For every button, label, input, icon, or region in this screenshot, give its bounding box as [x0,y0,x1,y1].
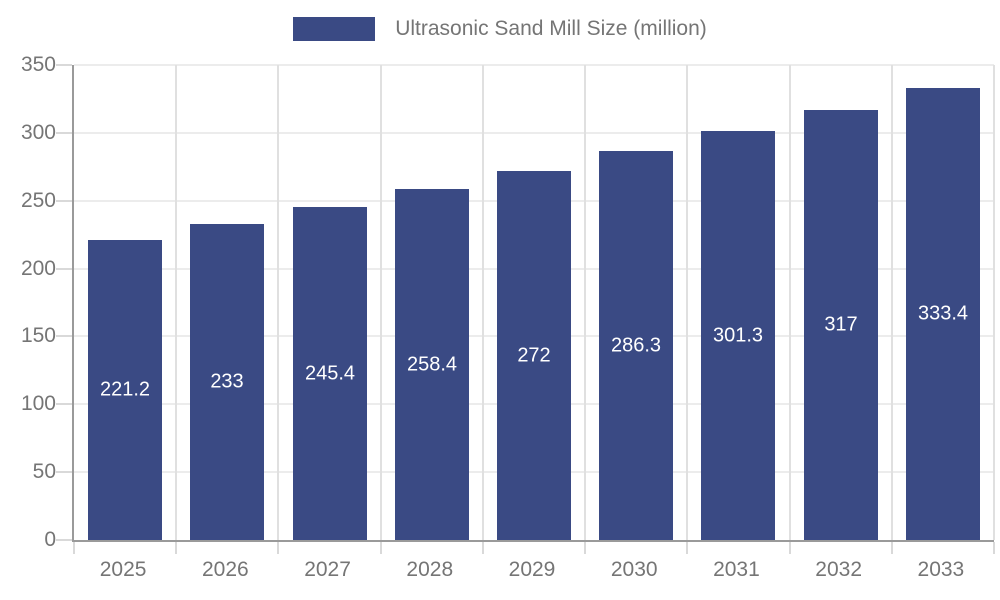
bar-value-label: 301.3 [712,324,764,346]
plot-area: 221.2 233 245.4 258.4 272 286.3 301.3 317 333.4 [56,64,995,554]
bar-2031[interactable]: 301.3 [701,131,775,540]
x-axis-tick-label: 2031 [713,558,760,581]
y-axis-tick [56,64,72,66]
bar-value-label: 333.4 [917,302,969,325]
x-axis-tick [379,542,382,554]
bar-2025[interactable]: 221.2 [88,240,162,540]
x-axis-tick-label: 2033 [917,558,965,581]
bar-value-label: 245.4 [304,362,356,384]
y-axis-tick-label: 150 [20,324,56,348]
bar-value-label: 221.2 [99,378,151,401]
y-axis-tick [56,539,72,541]
bar-value-label: 286.3 [610,334,662,356]
x-axis-tick [686,542,689,554]
y-axis-tick-label: 250 [20,188,56,212]
x-axis-tick [73,542,75,554]
y-axis-tick-label: 200 [20,256,56,280]
x-axis-tick-label: 2030 [610,558,658,581]
gridline-vertical [686,65,689,540]
bar-2032[interactable]: 317 [804,110,878,540]
x-axis-tick [788,542,791,554]
bar-value-label: 317 [824,313,858,336]
legend-swatch[interactable] [293,17,376,41]
x-axis-tick-label: 2028 [406,558,454,581]
gridline-vertical [379,65,382,540]
y-axis-tick-label: 0 [44,528,56,551]
bar-value-label: 258.4 [406,353,458,375]
gridline-horizontal [74,64,994,66]
gridline-vertical [890,65,893,540]
bar-2027[interactable]: 245.4 [293,207,367,540]
x-axis-tick-label: 2027 [304,558,351,581]
legend[interactable]: Ultrasonic Sand Mill Size (million) [0,17,1000,41]
x-axis-tick [481,542,484,554]
bar-2026[interactable]: 233 [190,224,264,540]
x-axis-tick [584,542,587,554]
y-axis-tick [56,199,72,202]
x-axis-tick-label: 2026 [201,558,249,581]
gridline-horizontal [74,131,994,134]
bar-value-label: 233 [210,370,244,393]
x-axis-tick [890,542,893,554]
bar-2030[interactable]: 286.3 [599,151,673,540]
x-axis-tick-label: 2032 [815,558,863,581]
bar-2033[interactable]: 333.4 [906,88,980,540]
x-axis-tick [175,542,178,554]
x-axis-tick-label: 2025 [99,558,147,581]
gridline-vertical [788,65,791,540]
bar-2028[interactable]: 258.4 [395,189,469,540]
gridline-vertical [481,65,484,540]
x-axis-tick-label: 2029 [508,558,556,581]
bar-value-label: 272 [517,344,551,366]
y-axis-tick-label: 300 [20,120,56,144]
gridline-vertical [277,65,280,540]
y-axis-tick [56,471,72,474]
y-axis-tick [56,335,72,338]
x-axis-tick [277,542,280,554]
y-axis-tick [56,131,72,134]
y-axis-tick [56,403,72,406]
y-axis-tick-label: 350 [20,53,56,76]
gridline-vertical [175,65,178,540]
bar-2029[interactable]: 272 [497,171,571,540]
y-axis-tick [56,267,72,270]
x-axis-tick [993,542,995,554]
y-axis-tick-label: 100 [20,392,56,416]
gridline-vertical [584,65,587,540]
y-axis-tick-label: 50 [32,460,56,484]
gridline-vertical [993,65,995,540]
legend-label: Ultrasonic Sand Mill Size (million) [395,17,707,40]
